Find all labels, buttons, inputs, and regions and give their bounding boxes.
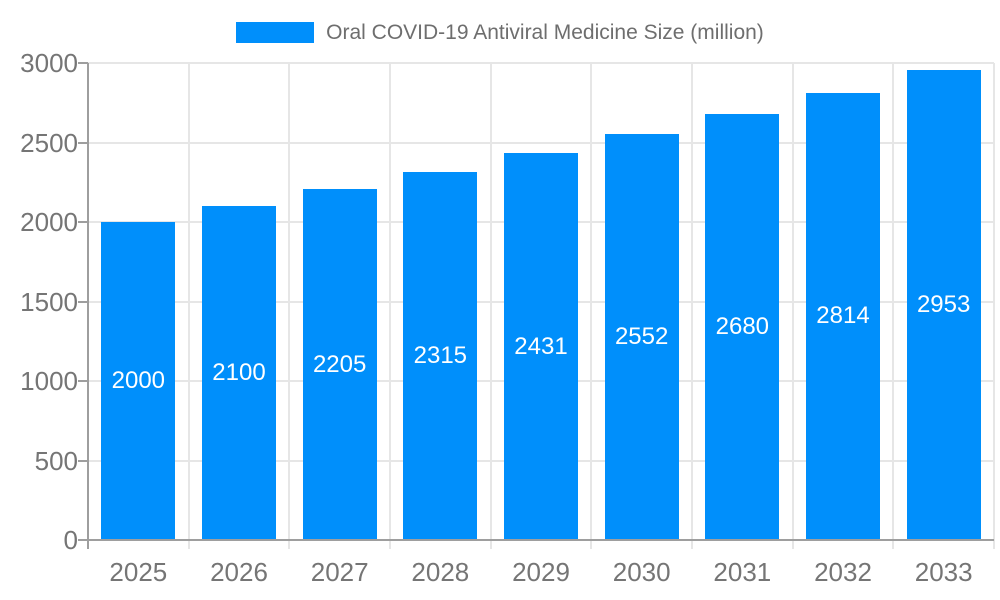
x-axis-tick <box>288 540 291 549</box>
bar-2032[interactable]: 2814 <box>806 92 880 540</box>
bar-2031[interactable]: 2680 <box>705 113 780 540</box>
v-gridline <box>892 63 895 540</box>
bar-value-label: 2680 <box>715 312 770 340</box>
bar-2027[interactable]: 2205 <box>302 189 377 540</box>
x-axis-tick <box>590 540 593 549</box>
bar-value-label: 2552 <box>614 323 669 351</box>
y-axis-tick-label: 1000 <box>20 366 78 396</box>
y-axis-tick <box>78 459 88 462</box>
bar-value-label: 2000 <box>111 367 166 394</box>
x-axis-tick <box>791 540 794 549</box>
bar-2028[interactable]: 2315 <box>403 171 478 540</box>
h-gridline <box>88 62 994 64</box>
y-axis-tick-label: 2500 <box>20 127 78 158</box>
x-axis-label: 2027 <box>310 557 369 587</box>
y-axis-tick-label: 3000 <box>20 48 78 78</box>
bar-value-label: 2814 <box>816 302 870 330</box>
x-axis-label: 2032 <box>814 557 872 587</box>
x-axis-label: 2029 <box>512 557 570 587</box>
v-gridline <box>288 63 291 540</box>
bar-value-label: 2431 <box>514 332 568 360</box>
y-axis-tick-label: 2000 <box>20 207 78 237</box>
h-gridline <box>88 141 994 144</box>
bar-value-label: 2205 <box>312 350 367 378</box>
v-gridline <box>993 63 995 540</box>
v-gridline <box>791 63 794 540</box>
x-axis-label: 2026 <box>210 557 268 587</box>
x-axis-label: 2031 <box>713 557 772 587</box>
x-axis-tick <box>389 540 391 549</box>
plot-area: 0 500 1000 1500 2000 2500 3000 2000 2025 2100 2026… <box>20 48 995 587</box>
v-gridline <box>187 63 190 540</box>
bar-2030[interactable]: 2552 <box>604 134 679 540</box>
bar-value-label: 2315 <box>413 341 468 369</box>
y-axis-tick <box>78 539 88 541</box>
bar-value-label: 2100 <box>212 359 266 387</box>
legend[interactable]: Oral COVID-19 Antiviral Medicine Size (m… <box>0 21 1000 44</box>
v-gridline <box>389 63 391 540</box>
bar-2029[interactable]: 2431 <box>504 153 578 540</box>
v-gridline <box>691 63 693 540</box>
bar-2033[interactable]: 2953 <box>906 70 981 540</box>
y-axis-tick <box>78 380 88 382</box>
y-axis-tick <box>78 221 88 223</box>
y-axis-tick <box>78 62 88 64</box>
legend-swatch <box>236 22 315 43</box>
bar-2026[interactable]: 2100 <box>202 206 276 540</box>
y-axis-tick-label: 0 <box>63 525 78 555</box>
x-axis-label: 2025 <box>109 557 168 587</box>
x-axis-tick <box>993 540 995 549</box>
v-gridline <box>489 63 492 540</box>
x-axis-line <box>88 539 994 541</box>
bar-value-label: 2953 <box>916 291 971 319</box>
x-axis-tick <box>489 540 492 549</box>
v-gridline <box>590 63 593 540</box>
bar-2025[interactable]: 2000 <box>101 222 176 540</box>
x-axis-tick <box>691 540 693 549</box>
legend-label: Oral COVID-19 Antiviral Medicine Size (m… <box>326 21 764 44</box>
x-axis-label: 2028 <box>411 557 470 587</box>
x-axis-tick <box>892 540 895 549</box>
y-axis-line <box>87 63 89 549</box>
y-axis-tick <box>78 300 88 303</box>
y-axis-tick-label: 1500 <box>20 286 78 317</box>
x-axis-tick <box>187 540 190 549</box>
y-axis-tick-label: 500 <box>34 445 78 476</box>
x-axis-label: 2030 <box>612 557 671 587</box>
x-axis-label: 2033 <box>914 557 973 587</box>
y-axis-tick <box>78 141 88 144</box>
